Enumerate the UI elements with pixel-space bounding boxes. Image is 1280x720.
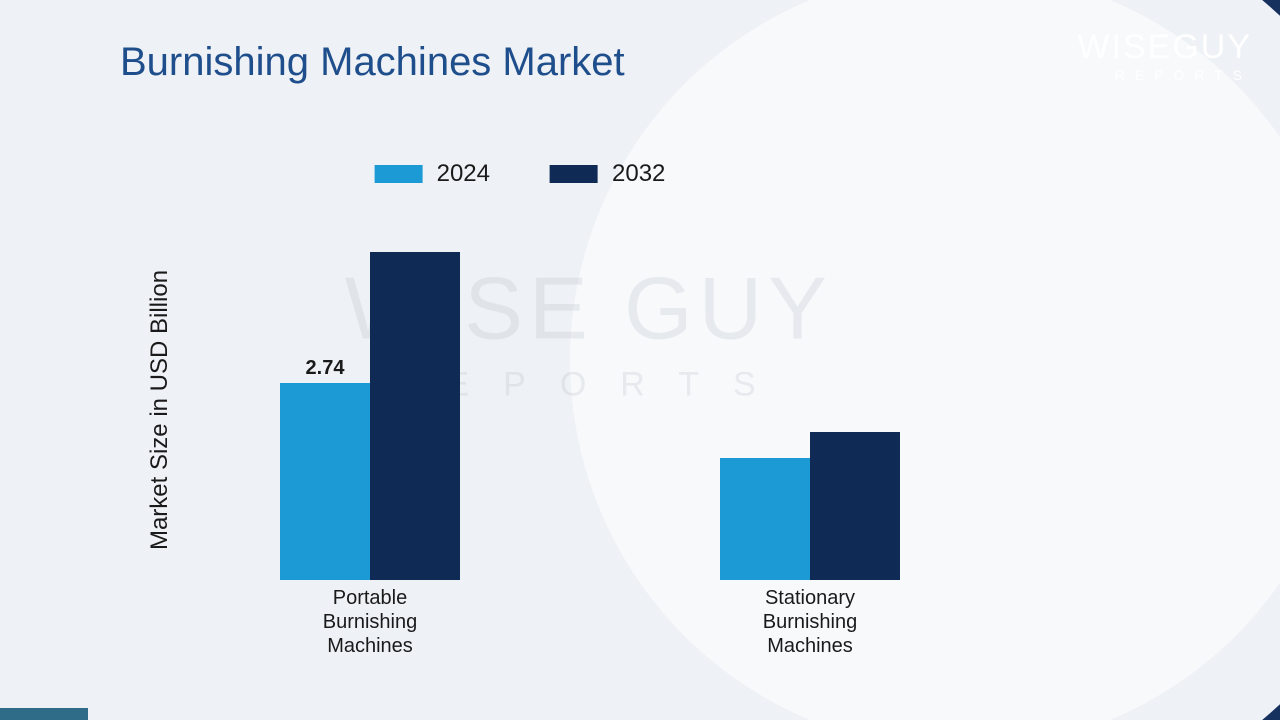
- brand-line2: REPORTS: [1077, 68, 1252, 82]
- x-axis-label: StationaryBurnishingMachines: [720, 586, 900, 658]
- x-axis-label: PortableBurnishingMachines: [280, 586, 460, 658]
- legend: 2024 2032: [375, 160, 666, 188]
- legend-item-2024: 2024: [375, 160, 490, 188]
- page-root: WISEGUY REPORTS WISE GUY REPORTS Burnish…: [0, 0, 1280, 720]
- bar-group: 2.74: [280, 252, 460, 580]
- bottom-accent-bar: [0, 708, 88, 720]
- bar-group: [720, 432, 900, 580]
- bar-value-label: 2.74: [306, 357, 345, 380]
- chart-area: Market Size in USD Billion 2024 2032 2.7…: [80, 160, 960, 660]
- right-panel: WISEGUY REPORTS: [960, 0, 1280, 720]
- x-axis-labels: PortableBurnishingMachines StationaryBurn…: [120, 580, 960, 660]
- plot-area: 2.74: [120, 220, 960, 580]
- bar-2032: [810, 432, 900, 580]
- bar-2032: [370, 252, 460, 580]
- legend-item-2032: 2032: [550, 160, 665, 188]
- legend-label-2032: 2032: [612, 160, 665, 188]
- brand-logo: WISEGUY REPORTS: [1077, 30, 1252, 82]
- legend-swatch-2032: [550, 165, 598, 183]
- legend-label-2024: 2024: [437, 160, 490, 188]
- legend-swatch-2024: [375, 165, 423, 183]
- chart-title: Burnishing Machines Market: [120, 40, 625, 85]
- brand-line1: WISEGUY: [1077, 30, 1252, 64]
- bar-2024: [720, 458, 810, 580]
- bar-2024: 2.74: [280, 383, 370, 580]
